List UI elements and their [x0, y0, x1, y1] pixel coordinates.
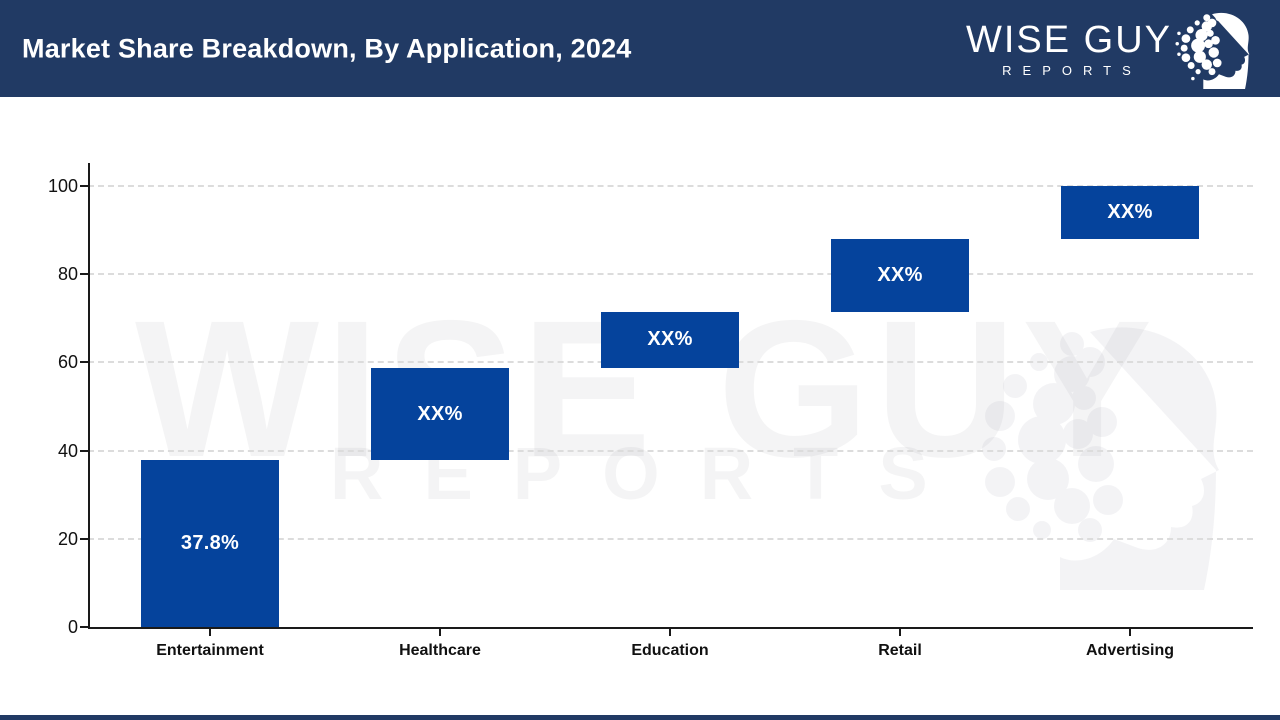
x-tick-3 — [899, 629, 901, 636]
x-category-label: Education — [631, 642, 709, 659]
y-tick-60 — [80, 361, 88, 364]
watermark-head-icon — [982, 327, 1219, 590]
x-tick-1 — [439, 629, 441, 636]
y-tick-40 — [80, 449, 88, 452]
header-bar: Market Share Breakdown, By Application, … — [0, 0, 1280, 97]
bar-education[interactable]: XX% — [601, 311, 739, 369]
y-tick-100 — [80, 185, 88, 187]
x-axis-line — [88, 627, 1253, 629]
y-tick-label-100: 100 — [47, 176, 78, 196]
gridline-100 — [88, 185, 1253, 187]
gridline-40 — [88, 449, 1253, 452]
y-tick-label-20: 20 — [57, 528, 78, 549]
page-title: Market Share Breakdown, By Application, … — [22, 33, 632, 63]
brand-logo: WISE GUY REPORTS — [966, 6, 1266, 92]
y-tick-0 — [80, 626, 88, 628]
bar-value-label: XX% — [877, 264, 923, 287]
x-tick-4 — [1129, 629, 1131, 636]
logo-head-icon — [1175, 12, 1250, 89]
x-tick-0 — [209, 629, 211, 636]
logo-wordmark-line1: WISE GUY — [965, 18, 1172, 61]
y-axis-line — [88, 163, 90, 629]
gridline-20 — [88, 537, 1253, 540]
bar-entertainment[interactable]: 37.8% — [141, 460, 279, 627]
chart-area: WISE GUY REPORTS 02040608010037.8%Entert… — [0, 97, 1280, 715]
y-tick-label-80: 80 — [57, 264, 78, 285]
x-tick-2 — [669, 629, 671, 636]
x-category-label: Entertainment — [156, 642, 264, 659]
x-category-label: Retail — [878, 642, 922, 659]
y-tick-label-40: 40 — [57, 440, 78, 461]
bar-value-label: XX% — [417, 402, 463, 425]
y-tick-20 — [80, 537, 88, 540]
logo-wordmark: WISE GUY REPORTS — [966, 21, 1172, 78]
y-tick-label-0: 0 — [67, 617, 78, 637]
x-category-label: Advertising — [1085, 642, 1174, 659]
y-tick-80 — [80, 273, 88, 276]
logo-wordmark-line2: REPORTS — [1002, 62, 1142, 78]
y-tick-label-60: 60 — [57, 352, 78, 373]
bar-advertising[interactable]: XX% — [1061, 186, 1199, 240]
bar-value-label: XX% — [647, 328, 693, 351]
x-category-label: Healthcare — [399, 642, 481, 659]
bar-healthcare[interactable]: XX% — [371, 368, 509, 461]
bar-value-label: 37.8% — [180, 532, 240, 555]
footer-bar — [0, 715, 1280, 720]
gridline-80 — [88, 273, 1253, 276]
bar-value-label: XX% — [1107, 201, 1153, 224]
bar-retail[interactable]: XX% — [831, 239, 969, 312]
